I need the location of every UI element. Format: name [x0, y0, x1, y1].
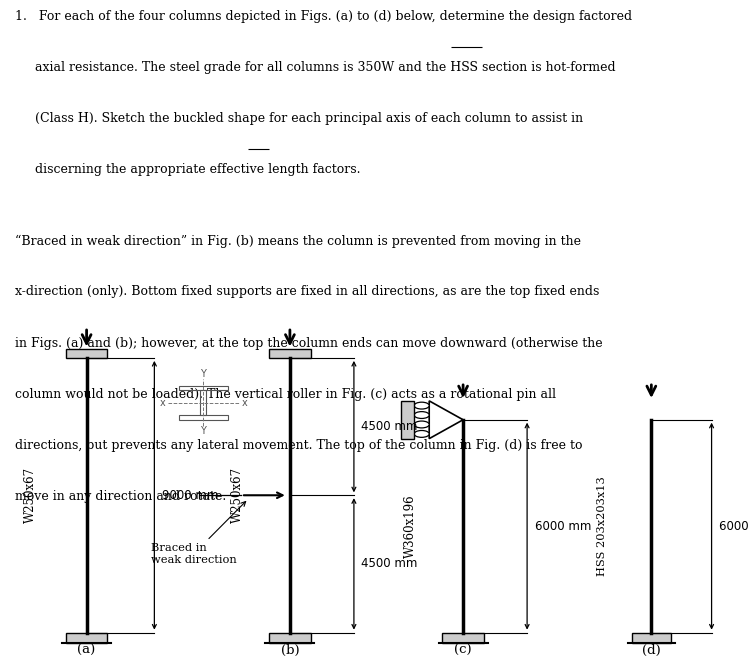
Text: column would not be loaded). The vertical roller in Fig. (c) acts as a rotationa: column would not be loaded). The vertica…	[15, 388, 556, 401]
Polygon shape	[429, 401, 463, 439]
Text: discerning the appropriate effective length factors.: discerning the appropriate effective len…	[15, 164, 361, 176]
Text: 4500 mm: 4500 mm	[361, 420, 418, 433]
Circle shape	[414, 412, 429, 418]
Text: directions, but prevents any lateral movement. The top of the column in Fig. (d): directions, but prevents any lateral mov…	[15, 439, 583, 452]
Text: W360x196: W360x196	[404, 494, 417, 558]
Bar	[270, 632, 310, 643]
Text: x-direction (only). Bottom fixed supports are fixed in all directions, as are th: x-direction (only). Bottom fixed support…	[15, 285, 599, 298]
Text: Y: Y	[200, 369, 206, 379]
Text: (d): (d)	[642, 644, 660, 657]
Circle shape	[414, 402, 429, 409]
Circle shape	[414, 421, 429, 428]
Text: 9000 mm: 9000 mm	[162, 489, 218, 502]
Text: 6000 mm: 6000 mm	[719, 519, 753, 533]
Bar	[66, 349, 108, 358]
Bar	[200, 389, 206, 416]
Text: 1.   For each of the four columns depicted in Figs. (a) to (d) below, determine : 1. For each of the four columns depicted…	[15, 10, 633, 23]
Text: W250x67: W250x67	[23, 467, 37, 523]
Text: (Class H). Sketch the buckled shape for each principal axis of each column to as: (Class H). Sketch the buckled shape for …	[15, 112, 583, 125]
Text: (a): (a)	[78, 644, 96, 657]
Text: W250x67: W250x67	[230, 467, 244, 523]
Text: in Figs. (a) and (b); however, at the top the column ends can move downward (oth: in Figs. (a) and (b); however, at the to…	[15, 337, 602, 350]
Text: 4500 mm: 4500 mm	[361, 558, 418, 570]
Bar	[442, 632, 483, 643]
Bar	[632, 632, 671, 643]
Bar	[66, 632, 108, 643]
Text: 6000 mm: 6000 mm	[535, 519, 591, 533]
Text: HSS 203x203x13: HSS 203x203x13	[597, 477, 608, 576]
Text: x: x	[241, 397, 247, 408]
Bar	[270, 349, 310, 358]
Text: Y: Y	[200, 426, 206, 436]
Bar	[401, 401, 414, 439]
Text: (c): (c)	[454, 644, 472, 657]
Circle shape	[414, 430, 429, 438]
Bar	[179, 385, 227, 389]
Text: “Braced in weak direction” in Fig. (b) means the column is prevented from moving: “Braced in weak direction” in Fig. (b) m…	[15, 234, 581, 248]
Text: move in any direction and rotate.: move in any direction and rotate.	[15, 490, 227, 503]
Text: Braced in
weak direction: Braced in weak direction	[151, 502, 245, 565]
Bar	[179, 416, 227, 420]
Text: (b): (b)	[281, 644, 299, 657]
Text: axial resistance. The steel grade for all columns is 350W and the HSS section is: axial resistance. The steel grade for al…	[15, 61, 616, 74]
Text: x: x	[160, 397, 166, 408]
